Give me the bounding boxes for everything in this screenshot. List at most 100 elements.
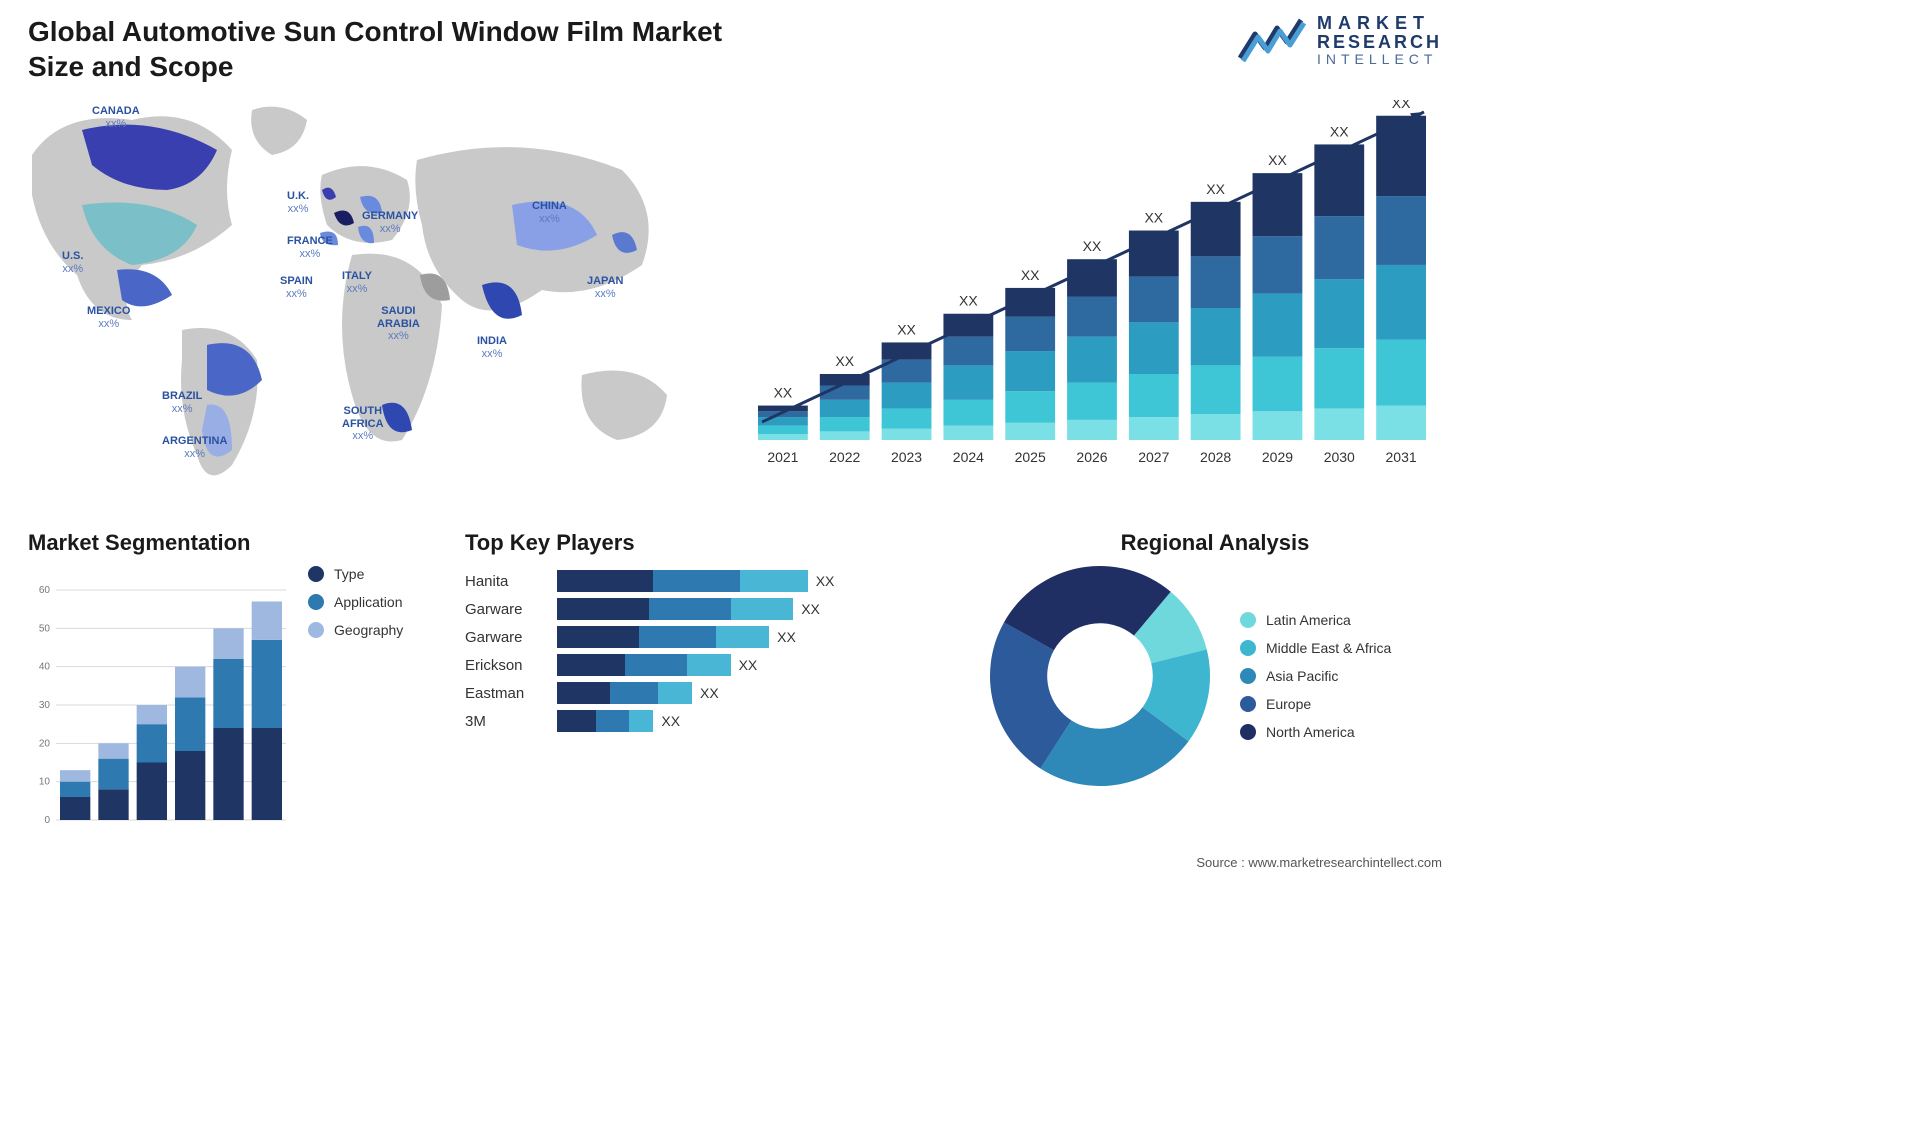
map-label-france: FRANCExx% xyxy=(287,235,333,260)
svg-text:2022: 2022 xyxy=(829,449,860,465)
svg-text:XX: XX xyxy=(835,353,854,369)
key-player-bar: XX xyxy=(557,626,796,648)
logo-line3: INTELLECT xyxy=(1317,52,1442,67)
legend-swatch-icon xyxy=(308,566,324,582)
map-label-south-africa: SOUTHAFRICAxx% xyxy=(342,405,384,443)
legend-label: Asia Pacific xyxy=(1266,668,1338,684)
source-attribution: Source : www.marketresearchintellect.com xyxy=(1196,855,1442,870)
map-label-spain: SPAINxx% xyxy=(280,275,313,300)
key-player-label: Eastman xyxy=(465,685,545,702)
key-player-bar-segment xyxy=(716,626,769,648)
key-player-bar-segment xyxy=(687,654,730,676)
svg-text:XX: XX xyxy=(1206,181,1225,197)
map-label-canada: CANADAxx% xyxy=(92,105,140,130)
svg-text:2027: 2027 xyxy=(1138,449,1169,465)
svg-text:2026: 2026 xyxy=(1076,449,1107,465)
map-label-brazil: BRAZILxx% xyxy=(162,390,202,415)
page-title: Global Automotive Sun Control Window Fil… xyxy=(28,14,748,84)
svg-text:XX: XX xyxy=(959,293,978,309)
svg-text:XX: XX xyxy=(1083,238,1102,254)
key-player-bar: XX xyxy=(557,598,820,620)
svg-text:20: 20 xyxy=(39,738,51,749)
key-player-row: EastmanXX xyxy=(465,682,965,704)
svg-text:2025: 2025 xyxy=(1015,449,1046,465)
svg-text:XX: XX xyxy=(1330,123,1349,139)
logo-text: MARKET RESEARCH INTELLECT xyxy=(1317,14,1442,66)
key-player-bar-segment xyxy=(557,598,649,620)
legend-label: North America xyxy=(1266,724,1355,740)
legend-swatch-icon xyxy=(1240,696,1256,712)
key-player-row: HanitaXX xyxy=(465,570,965,592)
key-player-row: Garware XX xyxy=(465,598,965,620)
growth-chart: XX2021XX2022XX2023XX2024XX2025XX2026XX20… xyxy=(742,100,1442,490)
key-player-label: Garware xyxy=(465,601,545,618)
svg-text:XX: XX xyxy=(1021,267,1040,283)
svg-text:2028: 2028 xyxy=(1200,449,1231,465)
segmentation-chart-svg: 0102030405060202120222023202420252026 xyxy=(28,566,288,826)
svg-text:XX: XX xyxy=(1144,210,1163,226)
key-player-bar-segment xyxy=(740,570,808,592)
regional-legend-item: Middle East & Africa xyxy=(1240,640,1391,656)
regional-section: Regional Analysis Latin AmericaMiddle Ea… xyxy=(990,530,1440,786)
map-label-mexico: MEXICOxx% xyxy=(87,305,130,330)
legend-swatch-icon xyxy=(1240,724,1256,740)
map-label-saudi-arabia: SAUDIARABIAxx% xyxy=(377,305,420,343)
legend-swatch-icon xyxy=(1240,612,1256,628)
key-player-value: XX xyxy=(777,629,796,645)
svg-text:2029: 2029 xyxy=(1262,449,1293,465)
legend-swatch-icon xyxy=(1240,640,1256,656)
segmentation-legend: Type Application Geography xyxy=(308,566,403,638)
key-player-bar-segment xyxy=(610,682,658,704)
svg-text:2031: 2031 xyxy=(1386,449,1417,465)
svg-text:60: 60 xyxy=(39,585,51,596)
world-map: CANADAxx%U.S.xx%MEXICOxx%BRAZILxx%ARGENT… xyxy=(22,95,702,490)
svg-text:XX: XX xyxy=(897,321,916,337)
legend-label: Middle East & Africa xyxy=(1266,640,1391,656)
segmentation-legend-item: Type xyxy=(308,566,403,582)
key-players-title: Top Key Players xyxy=(465,530,965,556)
svg-text:2030: 2030 xyxy=(1324,449,1355,465)
key-player-label: Hanita xyxy=(465,573,545,590)
key-player-label: Erickson xyxy=(465,657,545,674)
brand-logo: MARKET RESEARCH INTELLECT xyxy=(1237,14,1442,66)
key-player-bar-segment xyxy=(557,682,610,704)
logo-line1: MARKET xyxy=(1317,14,1442,33)
svg-text:XX: XX xyxy=(1392,100,1411,111)
map-label-u-k-: U.K.xx% xyxy=(287,190,309,215)
key-player-bar-segment xyxy=(557,626,639,648)
key-player-bar-segment xyxy=(658,682,692,704)
svg-text:10: 10 xyxy=(39,777,51,788)
legend-label: Europe xyxy=(1266,696,1311,712)
segmentation-legend-item: Geography xyxy=(308,622,403,638)
key-player-row: 3MXX xyxy=(465,710,965,732)
legend-swatch-icon xyxy=(308,594,324,610)
key-players-section: Top Key Players HanitaXXGarwareXXGarware… xyxy=(465,530,965,738)
svg-text:40: 40 xyxy=(39,662,51,673)
key-player-bar-segment xyxy=(649,598,731,620)
svg-text:2021: 2021 xyxy=(767,449,798,465)
map-label-china: CHINAxx% xyxy=(532,200,567,225)
svg-text:XX: XX xyxy=(1268,152,1287,168)
map-label-germany: GERMANYxx% xyxy=(362,210,418,235)
key-player-bar-segment xyxy=(653,570,740,592)
regional-legend-item: Latin America xyxy=(1240,612,1391,628)
segmentation-legend-item: Application xyxy=(308,594,403,610)
key-player-bar: XX xyxy=(557,710,680,732)
regional-legend: Latin America Middle East & Africa Asia Pa… xyxy=(1240,612,1391,740)
key-player-value: XX xyxy=(739,657,758,673)
key-player-bar-segment xyxy=(596,710,630,732)
key-player-label: Garware xyxy=(465,629,545,646)
key-player-value: XX xyxy=(661,713,680,729)
svg-text:2024: 2024 xyxy=(953,449,984,465)
regional-donut-svg xyxy=(990,566,1210,786)
legend-label: Latin America xyxy=(1266,612,1351,628)
legend-label: Type xyxy=(334,566,364,582)
logo-line2: RESEARCH xyxy=(1317,33,1442,52)
map-label-argentina: ARGENTINAxx% xyxy=(162,435,227,460)
svg-text:0: 0 xyxy=(44,815,50,826)
key-player-bar-segment xyxy=(557,570,653,592)
key-player-row: Erickson XX xyxy=(465,654,965,676)
legend-label: Application xyxy=(334,594,403,610)
key-player-bar-segment xyxy=(557,654,625,676)
key-player-bar-segment xyxy=(625,654,688,676)
